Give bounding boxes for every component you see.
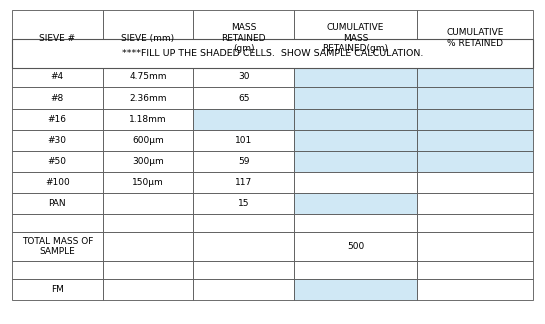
Bar xyxy=(193,261,294,279)
Text: #100: #100 xyxy=(45,178,70,187)
Bar xyxy=(102,193,193,214)
Bar xyxy=(193,232,294,261)
Text: ****FILL UP THE SHADED CELLS.  SHOW SAMPLE CALCULATION.: ****FILL UP THE SHADED CELLS. SHOW SAMPL… xyxy=(122,49,423,58)
Bar xyxy=(193,10,294,66)
Bar xyxy=(12,151,102,172)
Bar xyxy=(417,10,533,66)
Bar xyxy=(12,39,533,68)
Text: CUMULATIVE
% RETAINED: CUMULATIVE % RETAINED xyxy=(446,29,504,48)
Bar xyxy=(417,232,533,261)
Bar xyxy=(12,214,102,232)
Bar xyxy=(12,232,102,261)
Text: TOTAL MASS OF
SAMPLE: TOTAL MASS OF SAMPLE xyxy=(22,237,93,256)
Text: #8: #8 xyxy=(51,94,64,102)
Text: 30: 30 xyxy=(238,73,250,81)
Text: 101: 101 xyxy=(235,136,252,145)
Text: 500: 500 xyxy=(347,242,364,251)
Text: 1.18mm: 1.18mm xyxy=(129,115,167,123)
Bar xyxy=(193,109,294,130)
Bar xyxy=(193,66,294,87)
Bar xyxy=(294,130,417,151)
Bar xyxy=(102,66,193,87)
Text: 117: 117 xyxy=(235,178,252,187)
Bar xyxy=(102,130,193,151)
Bar xyxy=(102,109,193,130)
Text: FM: FM xyxy=(51,285,64,294)
Text: #16: #16 xyxy=(48,115,67,123)
Text: SIEVE (mm): SIEVE (mm) xyxy=(122,34,174,42)
Bar xyxy=(294,214,417,232)
Bar xyxy=(12,172,102,193)
Text: MASS
RETAINED
(gm): MASS RETAINED (gm) xyxy=(221,23,266,53)
Bar xyxy=(193,151,294,172)
Text: 59: 59 xyxy=(238,157,250,166)
Bar xyxy=(12,261,102,279)
Bar xyxy=(294,261,417,279)
Bar xyxy=(417,279,533,300)
Bar xyxy=(12,109,102,130)
Bar xyxy=(12,279,102,300)
Bar xyxy=(417,130,533,151)
Bar xyxy=(294,151,417,172)
Bar xyxy=(102,10,193,66)
Text: #4: #4 xyxy=(51,73,64,81)
Bar xyxy=(102,261,193,279)
Bar xyxy=(12,87,102,109)
Bar xyxy=(417,66,533,87)
Text: 2.36mm: 2.36mm xyxy=(129,94,167,102)
Text: SIEVE #: SIEVE # xyxy=(39,34,75,42)
Bar xyxy=(417,214,533,232)
Bar xyxy=(12,66,102,87)
Bar xyxy=(102,279,193,300)
Text: 4.75mm: 4.75mm xyxy=(129,73,167,81)
Bar xyxy=(193,214,294,232)
Bar xyxy=(294,232,417,261)
Text: #30: #30 xyxy=(48,136,67,145)
Bar xyxy=(294,172,417,193)
Bar xyxy=(417,172,533,193)
Bar xyxy=(12,10,102,66)
Bar xyxy=(102,172,193,193)
Bar xyxy=(417,151,533,172)
Text: PAN: PAN xyxy=(49,199,66,208)
Bar xyxy=(102,214,193,232)
Bar xyxy=(294,10,417,66)
Bar xyxy=(193,279,294,300)
Bar xyxy=(294,87,417,109)
Text: 150μm: 150μm xyxy=(132,178,164,187)
Bar xyxy=(417,193,533,214)
Bar xyxy=(12,193,102,214)
Bar xyxy=(193,193,294,214)
Bar xyxy=(417,261,533,279)
Bar xyxy=(193,172,294,193)
Bar xyxy=(102,232,193,261)
Bar xyxy=(193,130,294,151)
Bar xyxy=(417,109,533,130)
Text: CUMULATIVE
MASS
RETAINED(gm): CUMULATIVE MASS RETAINED(gm) xyxy=(323,23,389,53)
Text: 300μm: 300μm xyxy=(132,157,164,166)
Bar xyxy=(294,66,417,87)
Bar xyxy=(102,87,193,109)
Text: 65: 65 xyxy=(238,94,250,102)
Bar xyxy=(417,87,533,109)
Bar xyxy=(12,130,102,151)
Text: #50: #50 xyxy=(48,157,67,166)
Text: 15: 15 xyxy=(238,199,250,208)
Bar xyxy=(294,109,417,130)
Text: 600μm: 600μm xyxy=(132,136,164,145)
Bar xyxy=(193,87,294,109)
Bar xyxy=(294,193,417,214)
Bar xyxy=(102,151,193,172)
Bar xyxy=(294,279,417,300)
